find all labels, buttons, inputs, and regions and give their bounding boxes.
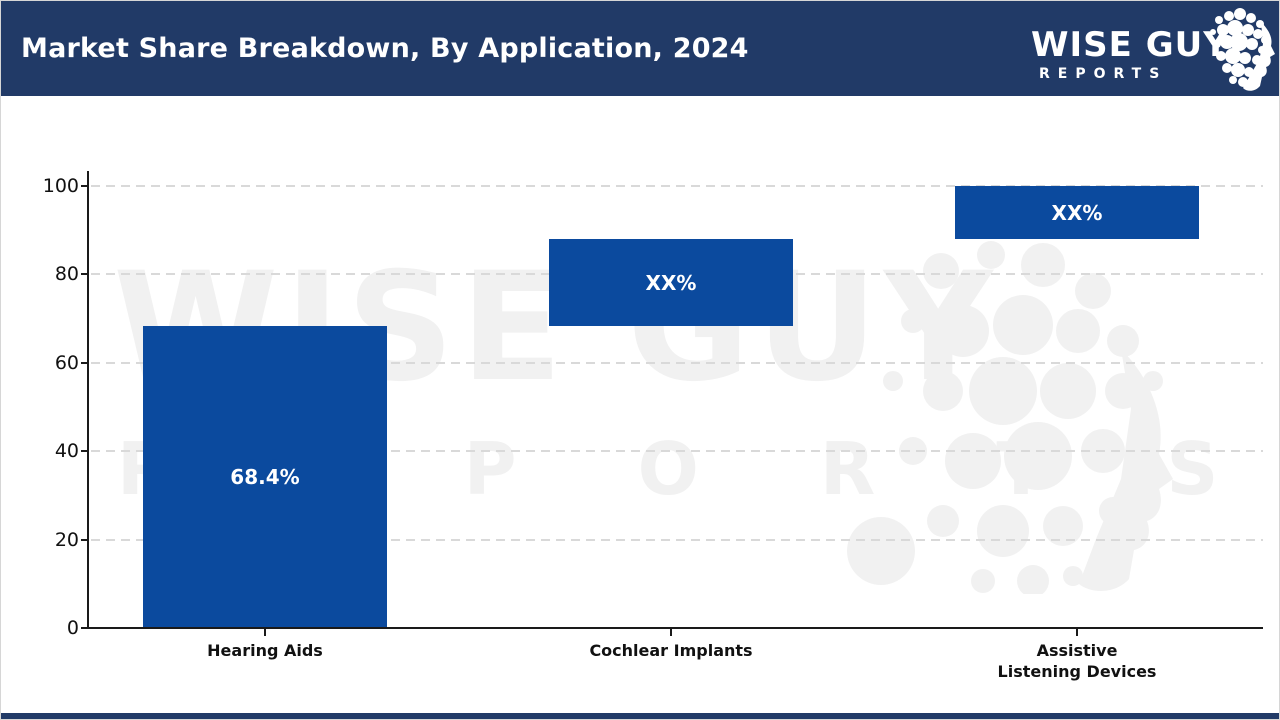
wise-guy-reports-logo: WISE GUY REPORTS	[1031, 7, 1275, 91]
y-tick-label: 60	[54, 351, 79, 374]
logo-wordmark: WISE GUY	[1031, 25, 1229, 65]
x-tick-mark	[1076, 629, 1078, 636]
bar-segment: XX%	[955, 186, 1199, 240]
y-tick-mark	[81, 273, 89, 276]
x-category-label: Hearing Aids	[105, 640, 425, 661]
x-tick-mark	[264, 629, 266, 636]
y-gridline	[91, 361, 1263, 364]
y-tick-label: 80	[54, 263, 79, 286]
y-gridline	[91, 538, 1263, 541]
y-gridline	[91, 450, 1263, 453]
bar-value-label: 68.4%	[230, 464, 300, 489]
footer-band	[1, 713, 1279, 719]
y-tick-label: 40	[54, 440, 79, 463]
watermark-head-icon	[847, 241, 1173, 594]
y-tick-label: 100	[42, 175, 79, 197]
x-category-label-line: Listening Devices	[997, 662, 1157, 681]
bar-segment: 68.4%	[143, 325, 387, 628]
x-category-label-line: Cochlear Implants	[589, 641, 753, 660]
y-tick-label: 20	[54, 528, 79, 551]
logo-head-icon	[1210, 7, 1275, 91]
bar-value-label: XX%	[645, 270, 697, 295]
x-axis-line	[87, 627, 1263, 629]
y-tick-mark	[81, 450, 89, 453]
bar-segment: XX%	[549, 239, 793, 326]
header-band: Market Share Breakdown, By Application, …	[1, 1, 1279, 96]
y-tick-mark	[81, 538, 89, 541]
y-tick-mark	[81, 627, 89, 629]
y-gridline	[91, 185, 1263, 187]
y-tick-label: 0	[66, 617, 79, 639]
y-tick-mark	[81, 361, 89, 364]
x-category-label: Cochlear Implants	[511, 640, 831, 661]
logo-subtext: REPORTS	[1039, 66, 1167, 82]
x-category-label: Assistive Listening Devices	[917, 640, 1237, 682]
y-tick-mark	[81, 185, 89, 187]
x-category-label-line: Assistive	[1036, 641, 1118, 660]
y-axis-line	[87, 171, 89, 629]
bar-value-label: XX%	[1051, 200, 1103, 225]
chart-title: Market Share Breakdown, By Application, …	[21, 33, 749, 64]
x-tick-mark	[670, 629, 672, 636]
x-category-label-line: Hearing Aids	[207, 641, 323, 660]
